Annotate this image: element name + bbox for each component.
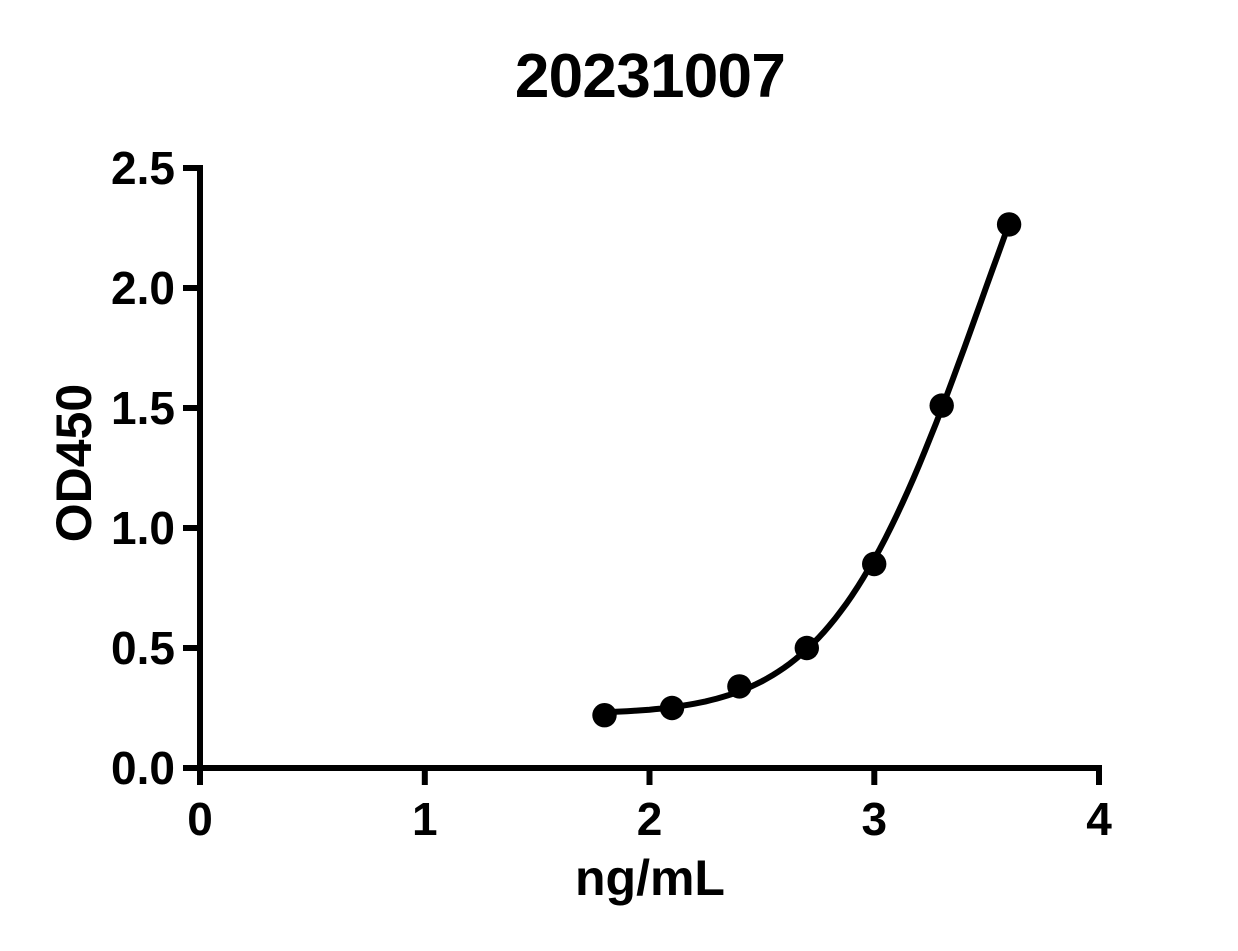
svg-text:1.0: 1.0 [111, 502, 175, 554]
svg-text:OD450: OD450 [46, 384, 102, 542]
svg-text:2: 2 [637, 793, 663, 845]
svg-text:0.0: 0.0 [111, 742, 175, 794]
svg-text:20231007: 20231007 [515, 42, 785, 111]
svg-text:2.5: 2.5 [111, 142, 175, 194]
svg-text:0: 0 [187, 793, 213, 845]
svg-text:2.0: 2.0 [111, 262, 175, 314]
svg-text:ng/mL: ng/mL [575, 850, 725, 906]
svg-text:3: 3 [862, 793, 888, 845]
svg-text:0.5: 0.5 [111, 622, 175, 674]
svg-text:4: 4 [1086, 793, 1112, 845]
svg-text:1: 1 [412, 793, 438, 845]
svg-text:1.5: 1.5 [111, 382, 175, 434]
